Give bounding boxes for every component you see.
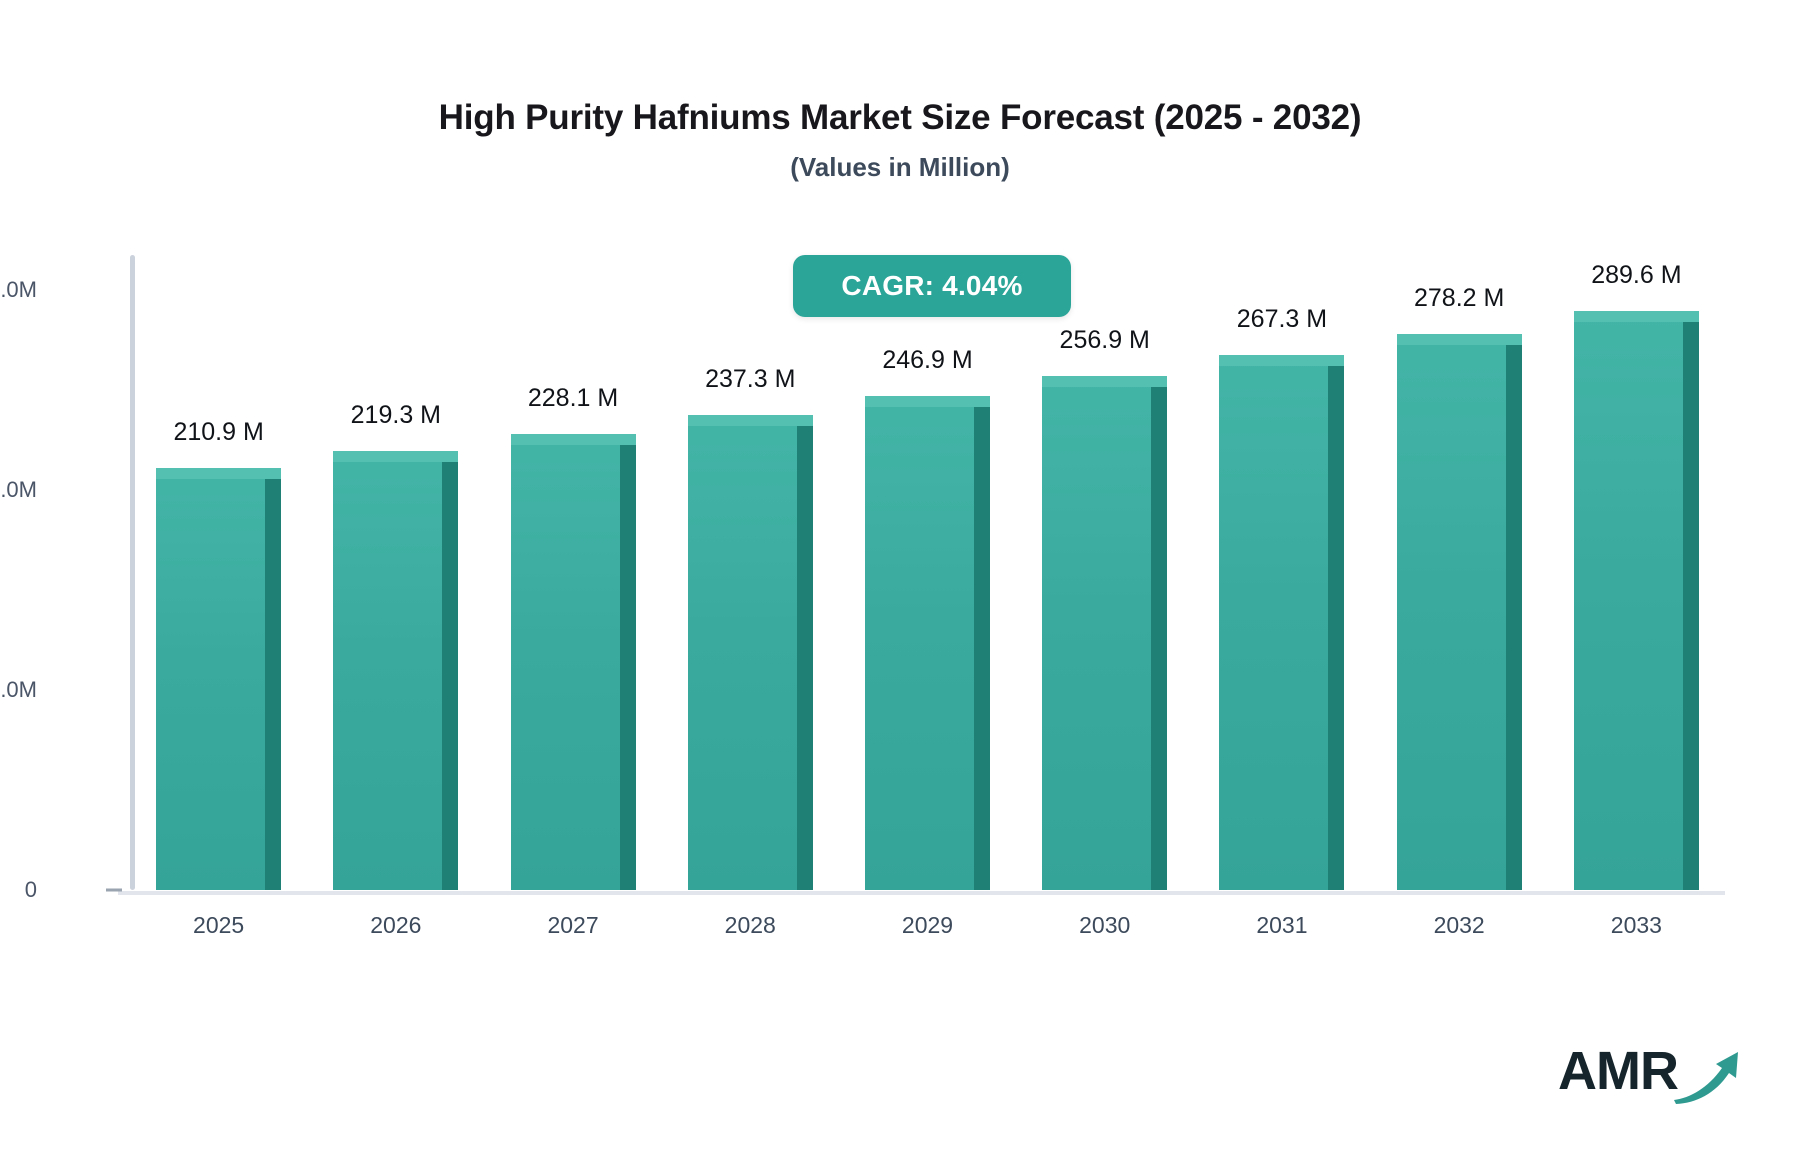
bar-value-label: 219.3 M <box>350 401 441 430</box>
bar-top-face <box>1396 333 1522 345</box>
bar-side-shadow <box>265 475 282 890</box>
bar-2029 <box>865 396 990 890</box>
bar-top-face <box>510 433 636 445</box>
x-axis-label-2028: 2028 <box>724 912 776 938</box>
bar-series: 210.9 M 219.3 M 228.1 M 237.3 M 246.9 M 256.9… <box>130 261 1725 890</box>
bar-2028 <box>687 415 813 890</box>
bar-face <box>1396 333 1522 890</box>
bar-top-face <box>1219 355 1345 367</box>
bar-face <box>156 468 282 890</box>
y-axis-tick-label: 200.0M <box>0 477 37 502</box>
bar-top-face <box>1042 376 1168 388</box>
bar-value-label: 289.6 M <box>1591 260 1682 289</box>
bar-value-label: 228.1 M <box>527 383 619 412</box>
x-axis-label-2029: 2029 <box>901 912 954 938</box>
bar-face <box>687 415 813 890</box>
bar-value-label: 237.3 M <box>705 365 796 394</box>
bar-top-face <box>156 468 282 480</box>
y-axis-tick-label: 100.0M <box>0 677 37 702</box>
growth-arrow-icon <box>1674 1052 1738 1104</box>
x-axis-label-2025: 2025 <box>193 912 245 938</box>
amr-logo: AMR <box>1558 1034 1738 1114</box>
bar-face <box>1573 310 1699 890</box>
y-axis-tick-mark <box>106 888 122 892</box>
bar-value-label: 210.9 M <box>173 418 264 447</box>
cagr-badge: CAGR: 4.04% <box>793 255 1071 317</box>
bar-side-shadow <box>974 403 990 890</box>
bar-side-shadow <box>619 440 636 890</box>
x-axis-line <box>118 891 1725 895</box>
cagr-badge-label: CAGR: 4.04% <box>841 270 1023 301</box>
bar-face <box>333 451 459 890</box>
bar-2032 <box>1396 333 1522 890</box>
bar-side-shadow <box>796 422 813 890</box>
bar-value-label: 267.3 M <box>1236 305 1328 334</box>
bar-side-shadow <box>1151 383 1168 890</box>
x-axis-label-2033: 2033 <box>1610 912 1662 938</box>
y-axis-tick-label: 0 <box>24 877 37 902</box>
y-axis-line <box>130 255 135 890</box>
chart-title: High Purity Hafniums Market Size Forecas… <box>438 98 1362 137</box>
bar-top-face <box>687 415 813 427</box>
bar-side-shadow <box>1328 362 1345 890</box>
y-axis-tick-label: 300.0M <box>0 277 37 302</box>
bar-value-label: 256.9 M <box>1059 326 1150 355</box>
chart-subtitle: (Values in Million) <box>790 152 1010 183</box>
chart-header: High Purity Hafniums Market Size Forecas… <box>0 98 1800 183</box>
bar-side-shadow <box>442 458 459 890</box>
bar-face <box>1219 355 1345 890</box>
bar-2027 <box>510 433 636 890</box>
plot-area: 210.9 M 219.3 M 228.1 M 237.3 M 246.9 M 256.9… <box>0 255 1725 938</box>
x-axis-label-2030: 2030 <box>1079 912 1131 938</box>
bar-2033 <box>1573 310 1699 890</box>
bar-face <box>865 396 990 890</box>
bar-value-label: 246.9 M <box>882 346 973 375</box>
bar-value-label: 278.2 M <box>1413 283 1505 312</box>
bar-top-face <box>333 451 459 463</box>
bar-top-face <box>865 396 990 408</box>
bar-2031 <box>1219 355 1345 890</box>
x-axis-label-2026: 2026 <box>370 912 422 938</box>
amr-logo-text: AMR <box>1558 1041 1679 1101</box>
bar-side-shadow <box>1682 317 1699 890</box>
bar-top-face <box>1573 310 1699 322</box>
x-axis-label-2027: 2027 <box>547 912 599 938</box>
x-axis-label-2032: 2032 <box>1433 912 1485 938</box>
bar-2030 <box>1042 376 1168 890</box>
bar-face <box>510 433 636 890</box>
bar-face <box>1042 376 1168 890</box>
bar-side-shadow <box>1505 340 1522 890</box>
bar-2025 <box>156 468 282 890</box>
bar-2026 <box>333 451 459 890</box>
x-axis-label-2031: 2031 <box>1256 912 1308 938</box>
